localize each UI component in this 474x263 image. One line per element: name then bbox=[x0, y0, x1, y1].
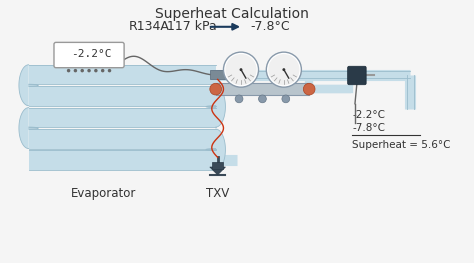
Bar bbox=[210, 70, 226, 79]
FancyBboxPatch shape bbox=[54, 42, 124, 68]
Circle shape bbox=[235, 95, 243, 103]
Polygon shape bbox=[19, 65, 38, 106]
FancyBboxPatch shape bbox=[347, 66, 366, 85]
Bar bbox=[28, 150, 216, 170]
Circle shape bbox=[226, 54, 256, 85]
Text: TXV: TXV bbox=[206, 187, 229, 200]
Circle shape bbox=[223, 52, 258, 87]
Text: -2.2°C: -2.2°C bbox=[352, 110, 385, 120]
Circle shape bbox=[108, 69, 111, 72]
Circle shape bbox=[282, 95, 290, 103]
Bar bbox=[216, 83, 309, 95]
Text: Superheat Calculation: Superheat Calculation bbox=[155, 7, 309, 21]
Circle shape bbox=[266, 52, 301, 87]
Polygon shape bbox=[206, 86, 226, 127]
Bar bbox=[28, 129, 216, 149]
Polygon shape bbox=[206, 129, 226, 170]
Circle shape bbox=[283, 68, 285, 71]
Circle shape bbox=[101, 69, 104, 72]
Circle shape bbox=[73, 69, 77, 72]
Polygon shape bbox=[210, 167, 226, 175]
Text: R134A: R134A bbox=[129, 20, 170, 33]
Text: Superheat = 5.6°C: Superheat = 5.6°C bbox=[352, 140, 451, 150]
Text: -7.8°C: -7.8°C bbox=[250, 20, 290, 33]
Bar bbox=[28, 65, 216, 84]
Circle shape bbox=[87, 69, 91, 72]
Circle shape bbox=[239, 68, 243, 71]
Circle shape bbox=[210, 83, 221, 95]
Text: 117 kPa: 117 kPa bbox=[167, 20, 217, 33]
Text: -2.2°C: -2.2°C bbox=[71, 49, 111, 59]
Circle shape bbox=[67, 69, 70, 72]
Bar bbox=[212, 162, 223, 169]
Circle shape bbox=[258, 95, 266, 103]
Text: Evaporator: Evaporator bbox=[71, 187, 137, 200]
Circle shape bbox=[81, 69, 84, 72]
Text: -7.8°C: -7.8°C bbox=[352, 123, 385, 133]
Circle shape bbox=[94, 69, 98, 72]
Polygon shape bbox=[19, 108, 38, 149]
Bar bbox=[28, 108, 216, 127]
Circle shape bbox=[268, 54, 300, 85]
Bar bbox=[28, 86, 216, 106]
Circle shape bbox=[303, 83, 315, 95]
